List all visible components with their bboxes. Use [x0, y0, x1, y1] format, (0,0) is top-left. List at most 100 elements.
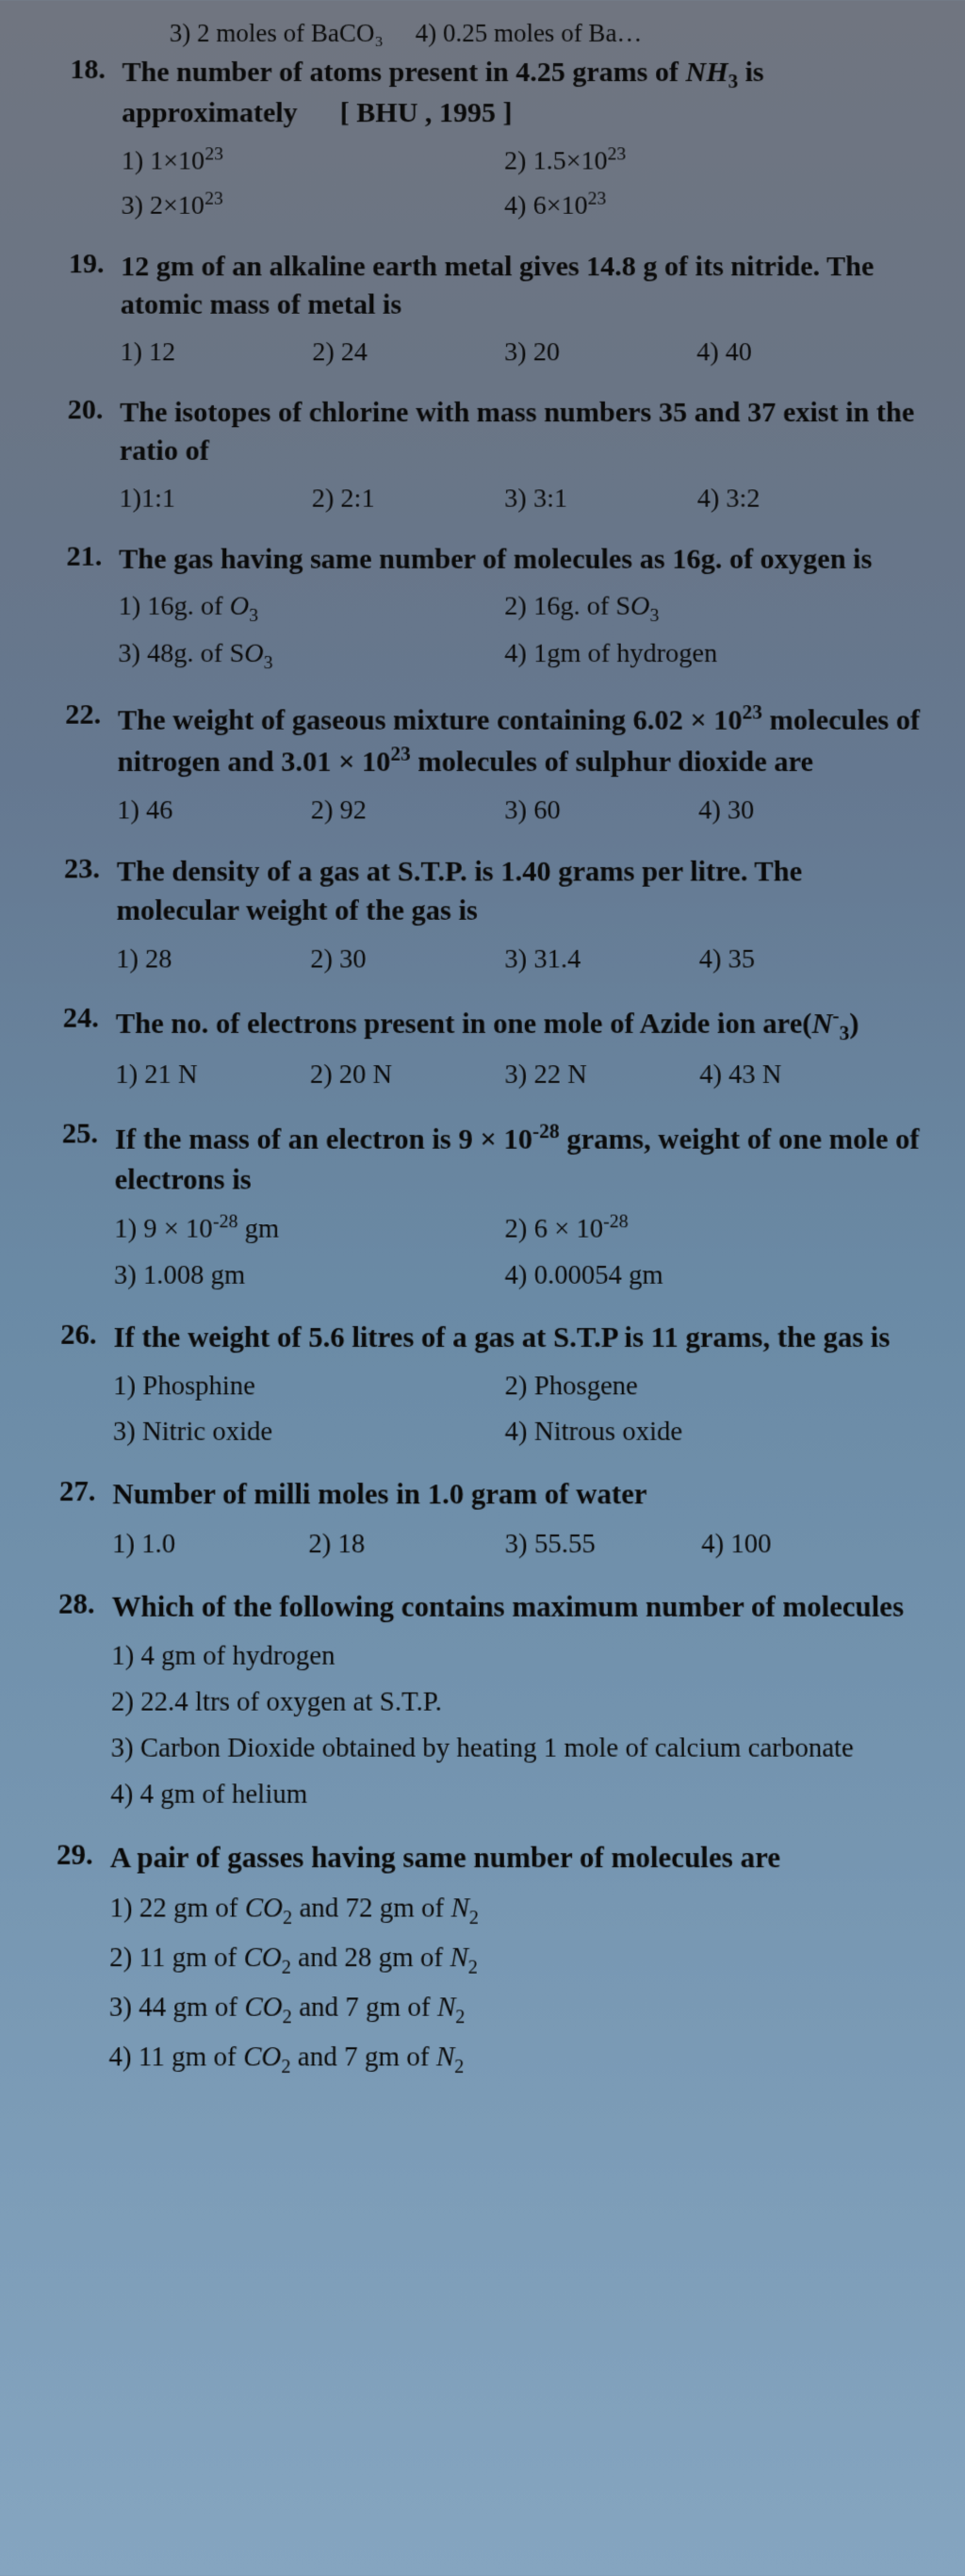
option: 4) 43 N: [699, 1055, 894, 1096]
question-text: The density of a gas at S.T.P. is 1.40 g…: [116, 852, 925, 931]
option: 2) 18: [308, 1523, 504, 1565]
options-row: 1) 16g. of O32) 16g. of SO33) 48g. of SO…: [118, 586, 924, 681]
option: 2) 20 N: [310, 1055, 505, 1096]
option: 2) 1.5×1023: [504, 140, 887, 182]
option: 1)1:1: [119, 479, 312, 519]
option: 3) 31.4: [504, 939, 698, 979]
question-text: The no. of electrons present in one mole…: [116, 1002, 926, 1047]
option: 3) Nitric oxide: [113, 1411, 505, 1452]
option: 3) Carbon Dioxide obtained by heating 1 …: [110, 1728, 932, 1770]
option: 3) 48g. of SO3: [118, 633, 504, 677]
question: 27.Number of milli moles in 1.0 gram of …: [112, 1475, 931, 1569]
question-number: 21.: [66, 540, 102, 573]
question-text: If the mass of an electron is 9 × 10-28 …: [115, 1118, 928, 1201]
options-row: 1) 1×10232) 1.5×10233) 2×10234) 6×1023: [121, 140, 920, 230]
option: 2) Phosgene: [505, 1366, 897, 1407]
option: 2) 24: [312, 332, 504, 372]
question: 26.If the weight of 5.6 litres of a gas …: [113, 1318, 930, 1457]
question-text: Number of milli moles in 1.0 gram of wat…: [112, 1475, 930, 1516]
option: 1) 12: [120, 332, 312, 372]
option: 1) 9 × 10-28 gm: [114, 1208, 504, 1251]
question-text: If the weight of 5.6 litres of a gas at …: [113, 1318, 928, 1358]
option: 2) 30: [310, 939, 504, 979]
option: 1) 28: [116, 939, 310, 979]
question-number: 24.: [63, 1002, 99, 1035]
option: 2) 2:1: [312, 479, 504, 519]
option: 4) 40: [696, 332, 889, 372]
option: 1) 16g. of O3: [119, 586, 505, 630]
option: 4) 35: [699, 939, 893, 979]
question-number: 27.: [59, 1475, 96, 1509]
partial-previous-question: 3) 2 moles of BaCO₃ 4) 0.25 moles of Ba…: [170, 19, 919, 48]
question-text: The gas having same number of molecules …: [119, 540, 923, 579]
prev-opt-4: 4) 0.25 moles of Ba…: [416, 19, 643, 47]
options-row: 1)1:12) 2:13) 3:14) 3:2: [119, 479, 922, 523]
question-text: The number of atoms present in 4.25 gram…: [122, 54, 919, 133]
options-row: 1) 22 gm of CO2 and 72 gm of N2 2) 11 gm …: [108, 1887, 935, 2085]
options-row: 1) 282) 303) 31.44) 35: [116, 939, 925, 984]
option: 1) 1.0: [112, 1523, 309, 1565]
question: 29.A pair of gasses having same number o…: [108, 1838, 935, 2085]
option: 4) 1gm of hydrogen: [504, 633, 891, 677]
option: 2) 6 × 10-28: [505, 1208, 896, 1251]
option: 3) 55.55: [505, 1523, 701, 1565]
option: 4) 0.00054 gm: [505, 1255, 896, 1296]
option: 3) 20: [504, 332, 696, 372]
option: 1) 21 N: [115, 1055, 310, 1096]
question: 20.The isotopes of chlorine with mass nu…: [119, 393, 922, 522]
option: 3) 22 N: [505, 1055, 700, 1096]
option: 4) 30: [698, 791, 892, 831]
options-row: 1) 1.02) 183) 55.554) 100: [112, 1523, 931, 1569]
option: 4) 4 gm of helium: [110, 1774, 932, 1816]
option: 2) 22.4 ltrs of oxygen at S.T.P.: [111, 1682, 932, 1724]
question-text: Which of the following contains maximum …: [111, 1587, 930, 1628]
option: 1) 22 gm of CO2 and 72 gm of N2: [109, 1887, 933, 1932]
question-number: 22.: [65, 698, 101, 731]
option: 2) 92: [311, 791, 505, 831]
option: 1) 1×1023: [122, 140, 504, 182]
questions-list: 18.The number of atoms present in 4.25 g…: [108, 54, 935, 2086]
option: 1) 4 gm of hydrogen: [111, 1635, 931, 1678]
option: 3) 60: [504, 791, 698, 831]
option: 3) 2×1023: [121, 186, 504, 227]
page-content: 3) 2 moles of BaCO₃ 4) 0.25 moles of Ba……: [0, 0, 965, 2125]
prev-opt-3: 3) 2 moles of BaCO₃: [170, 19, 384, 47]
options-row: 1) 462) 923) 604) 30: [117, 791, 924, 835]
option: 4) 11 gm of CO2 and 7 gm of N2: [108, 2036, 935, 2081]
question: 23.The density of a gas at S.T.P. is 1.4…: [116, 852, 925, 984]
question-text: 12 gm of an alkaline earth metal gives 1…: [121, 248, 921, 325]
question-number: 25.: [62, 1118, 99, 1151]
question-number: 23.: [64, 852, 100, 885]
question-text: A pair of gasses having same number of m…: [110, 1838, 933, 1879]
options-row: 1) Phosphine2) Phosgene3) Nitric oxide4)…: [113, 1366, 930, 1457]
question: 21.The gas having same number of molecul…: [118, 540, 924, 681]
options-row: 1) 21 N2) 20 N3) 22 N4) 43 N: [115, 1055, 926, 1100]
option: 4) 6×1023: [504, 186, 888, 227]
options-row: 1) 9 × 10-28 gm2) 6 × 10-283) 1.008 gm4)…: [114, 1208, 928, 1301]
question-text: The weight of gaseous mixture containing…: [117, 698, 924, 782]
question-number: 29.: [57, 1838, 93, 1872]
question-number: 18.: [70, 54, 106, 86]
option: 2) 11 gm of CO2 and 28 gm of N2: [109, 1937, 934, 1982]
question-number: 20.: [68, 393, 104, 425]
options-row: 1) 4 gm of hydrogen2) 22.4 ltrs of oxyge…: [110, 1635, 932, 1820]
option: 3) 44 gm of CO2 and 7 gm of N2: [109, 1986, 935, 2031]
question: 22.The weight of gaseous mixture contain…: [117, 698, 924, 835]
option: 1) 46: [117, 791, 311, 831]
question: 18.The number of atoms present in 4.25 g…: [121, 54, 920, 230]
question-number: 28.: [58, 1587, 95, 1621]
option: 3) 1.008 gm: [114, 1255, 505, 1296]
option: 4) 100: [701, 1523, 898, 1565]
option: 3) 3:1: [504, 479, 697, 519]
question-number: 26.: [60, 1318, 97, 1352]
option: 2) 16g. of SO3: [504, 586, 891, 630]
question: 25.If the mass of an electron is 9 × 10-…: [114, 1118, 928, 1301]
question: 28.Which of the following contains maxim…: [110, 1587, 932, 1820]
question: 24.The no. of electrons present in one m…: [115, 1002, 926, 1100]
option: 1) Phosphine: [113, 1366, 505, 1407]
option: 4) Nitrous oxide: [505, 1411, 897, 1452]
option: 4) 3:2: [697, 479, 891, 519]
question: 19.12 gm of an alkaline earth metal give…: [120, 248, 921, 376]
question-text: The isotopes of chlorine with mass numbe…: [120, 393, 922, 470]
options-row: 1) 122) 243) 204) 40: [120, 332, 921, 376]
